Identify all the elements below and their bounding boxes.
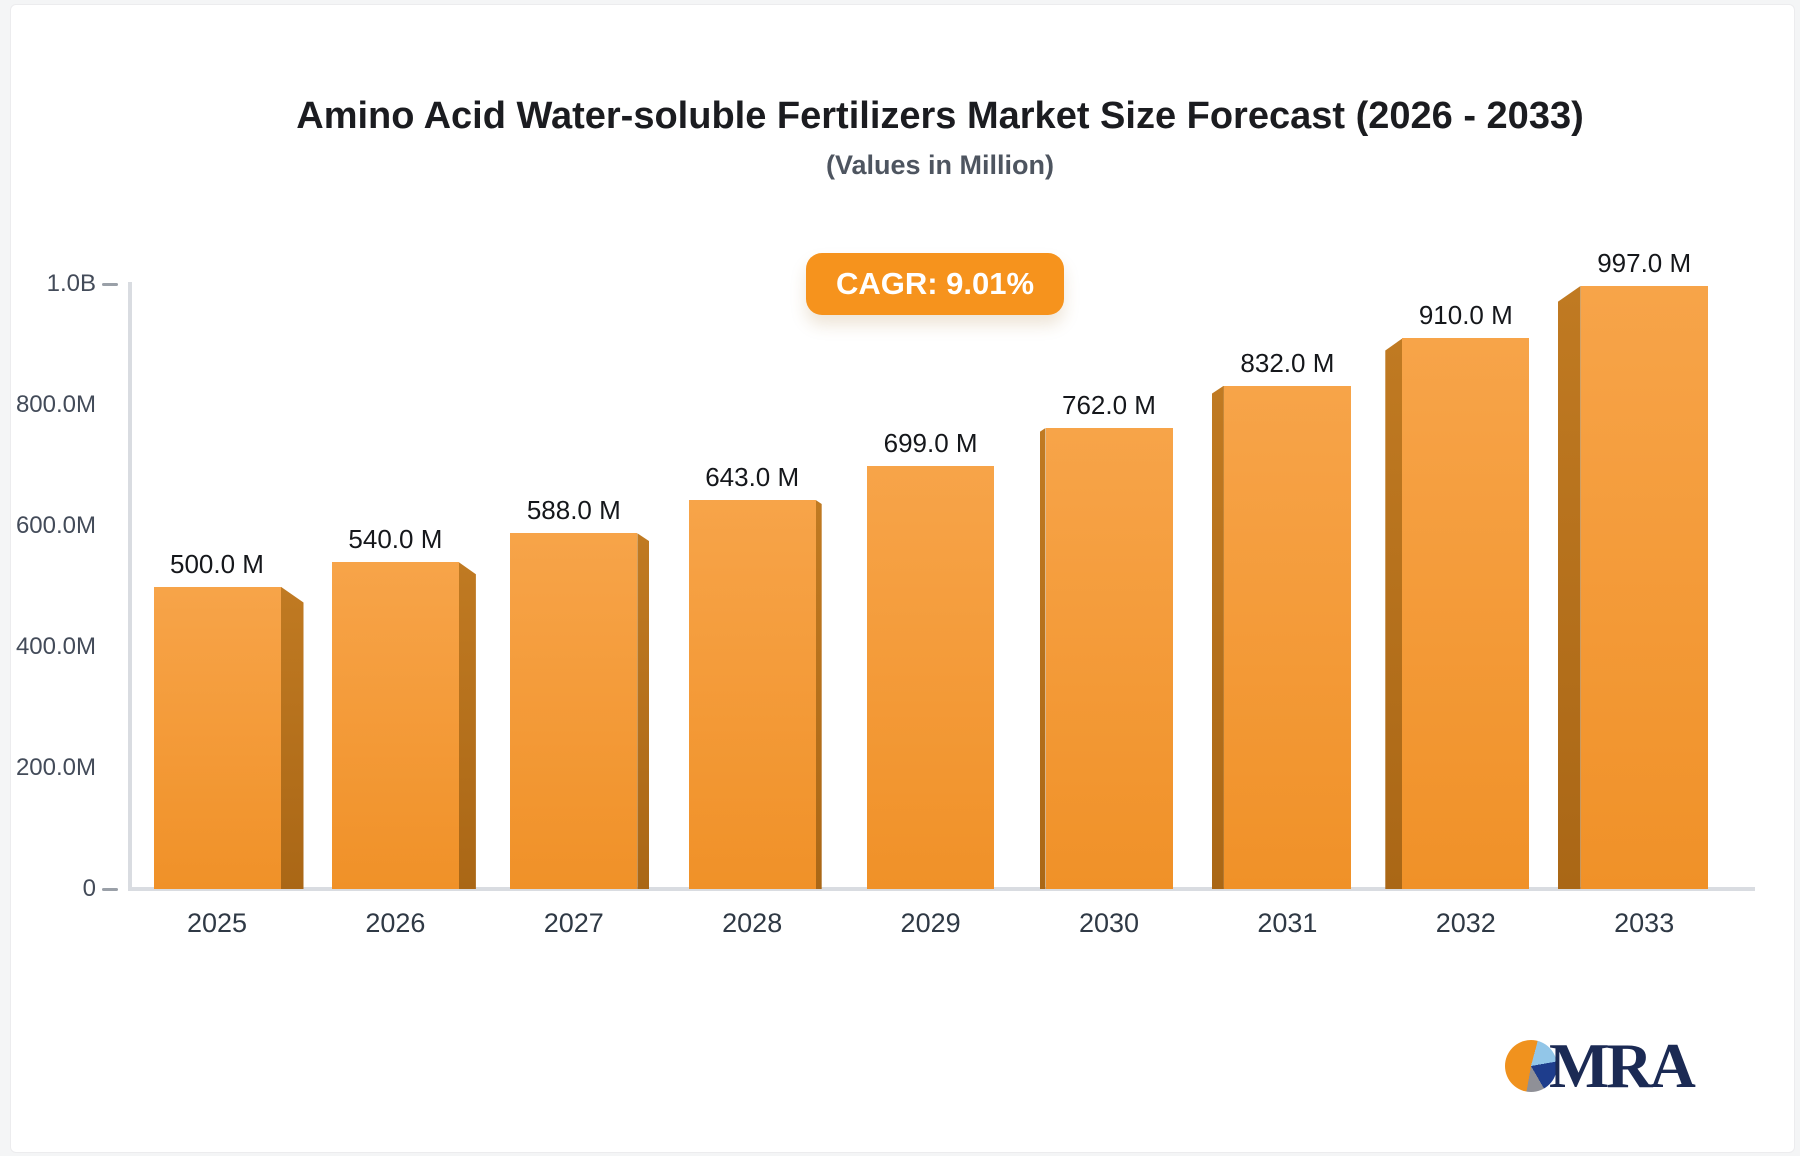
bar-value-label: 997.0 M xyxy=(1597,247,1692,278)
mra-logo: MRA xyxy=(1505,1030,1696,1101)
x-axis-line xyxy=(128,887,1755,891)
bar-side-face xyxy=(1557,285,1581,889)
bar-2027 xyxy=(510,533,638,889)
bar-2031 xyxy=(1223,385,1351,889)
pie-chart-logo-icon xyxy=(1505,1040,1557,1092)
bar-2025 xyxy=(153,586,281,889)
bar-value-label: 832.0 M xyxy=(1240,347,1335,378)
x-tick-label: 2025 xyxy=(186,908,248,938)
bar-2032 xyxy=(1402,338,1530,889)
x-tick-label: 2030 xyxy=(1078,908,1140,938)
logo-text: MRA xyxy=(1549,1030,1696,1101)
bar-side-face xyxy=(458,562,476,889)
bar-2026 xyxy=(331,562,459,889)
x-tick-label: 2027 xyxy=(543,908,604,938)
bar-value-label: 699.0 M xyxy=(883,428,978,459)
x-tick-label: 2028 xyxy=(722,908,783,938)
bar-value-label: 540.0 M xyxy=(348,524,443,555)
bar-2029 xyxy=(867,466,995,889)
bar-side-face xyxy=(280,586,304,889)
bar-2030 xyxy=(1045,427,1173,889)
bar-side-face xyxy=(1385,338,1403,889)
bar-side-face xyxy=(815,499,822,889)
y-tick-label: 400.0M xyxy=(15,633,96,660)
y-tick-label: 600.0M xyxy=(15,512,96,539)
bar-2033 xyxy=(1580,285,1708,889)
x-tick-label: 2026 xyxy=(365,908,426,938)
y-tick-label: 800.0M xyxy=(15,391,96,418)
y-axis-line xyxy=(128,282,132,889)
bar-value-label: 762.0 M xyxy=(1062,389,1156,420)
x-tick-label: 2029 xyxy=(900,908,961,938)
x-tick-label: 2032 xyxy=(1435,908,1496,938)
x-tick-label: 2031 xyxy=(1257,908,1318,938)
bar-2028 xyxy=(688,499,816,889)
y-tick-label: 1.0B xyxy=(46,270,96,297)
chart-subtitle: (Values in Million) xyxy=(825,150,1055,180)
bar-value-label: 588.0 M xyxy=(526,495,621,526)
bar-side-face xyxy=(637,533,650,889)
cagr-badge: CAGR: 9.01% xyxy=(805,253,1065,315)
cagr-badge-row: CAGR: 9.01% xyxy=(130,253,1740,315)
y-tick-dash xyxy=(102,888,118,891)
bar-side-face xyxy=(1211,385,1224,889)
chart-title: Amino Acid Water-soluble Fertilizers Mar… xyxy=(296,95,1584,137)
bar-side-face xyxy=(1039,427,1046,889)
bar-value-label: 910.0 M xyxy=(1418,300,1513,331)
bar-value-label: 643.0 M xyxy=(705,461,800,492)
bar-value-label: 500.0 M xyxy=(170,548,264,579)
y-tick-dash xyxy=(102,283,118,286)
x-tick-label: 2033 xyxy=(1614,908,1675,938)
y-tick-label: 0 xyxy=(82,875,96,902)
y-tick-label: 200.0M xyxy=(15,754,96,781)
